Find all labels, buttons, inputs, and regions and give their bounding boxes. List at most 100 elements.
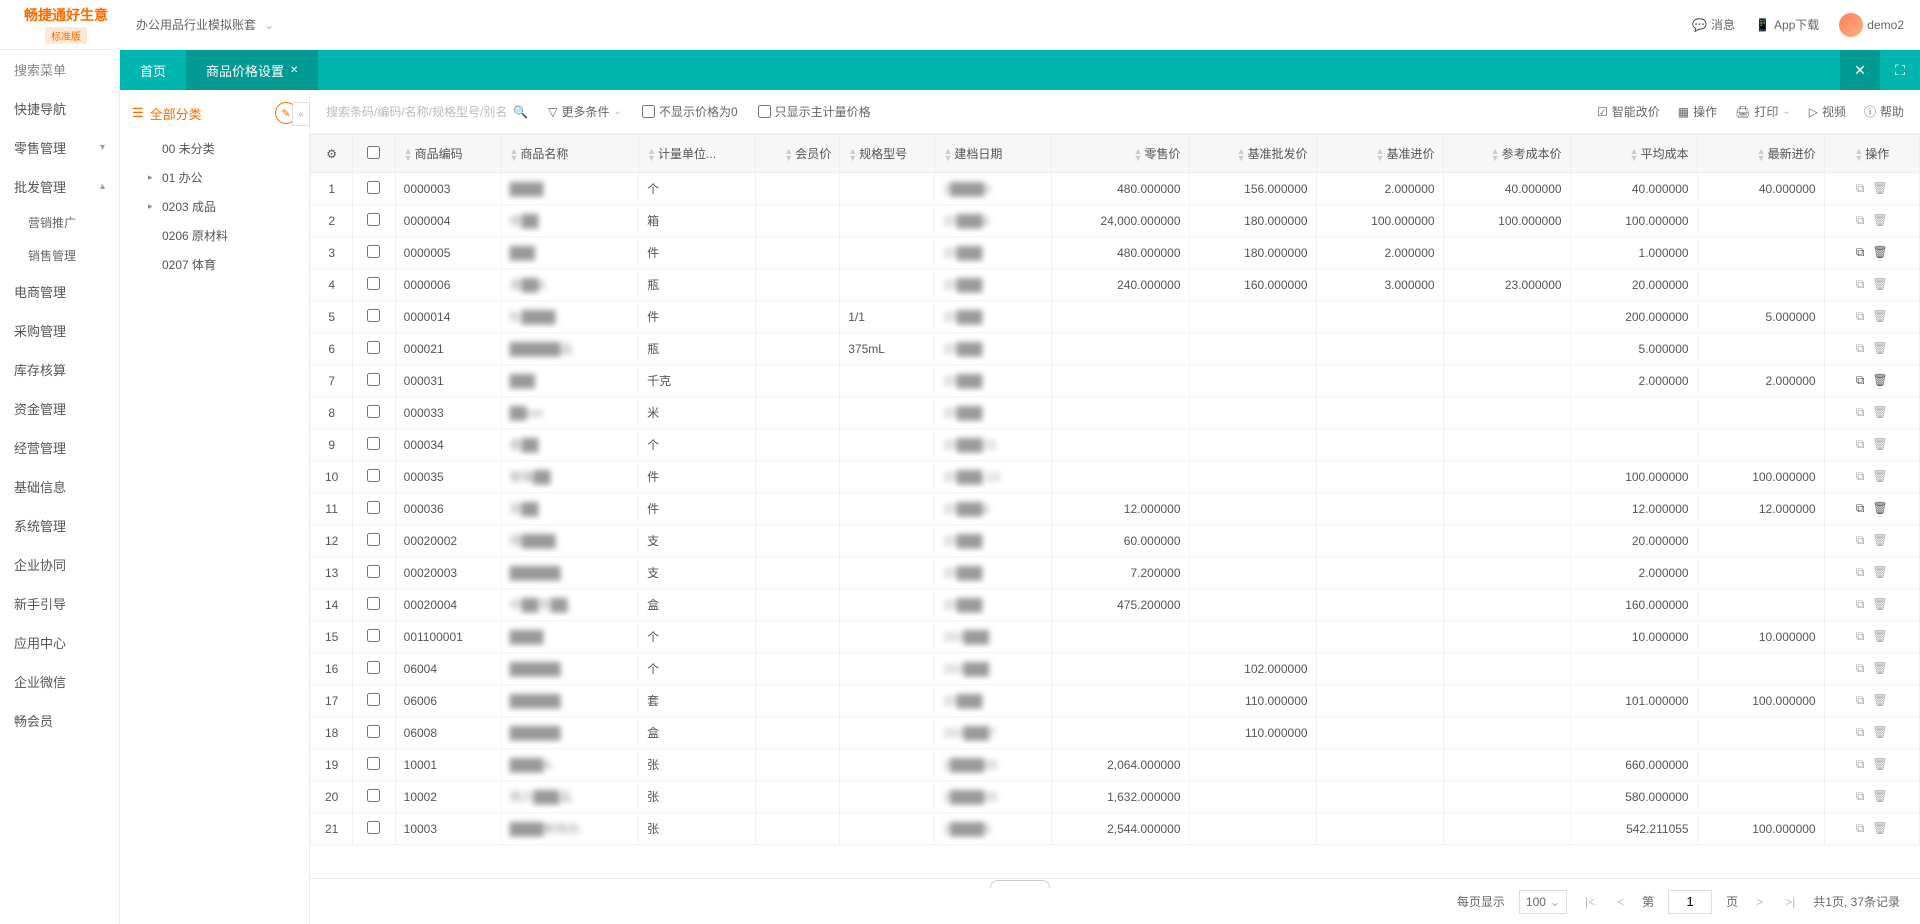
table-wrap[interactable]: ⚙▲▼商品编码▲▼商品名称▲▼计量单位...▲▼会员价▲▼规格型号▲▼建档日期▲… — [310, 134, 1920, 878]
collapse-tree-button[interactable]: « — [292, 102, 310, 126]
table-row[interactable]: 50000014杜████件1/120███200.0000005.000000… — [311, 301, 1920, 333]
delete-icon[interactable]: 🗑 — [1872, 181, 1887, 196]
table-row[interactable]: 7000031███千克20███2.0000002.000000⧉🗑 — [311, 365, 1920, 397]
column-header[interactable]: ▲▼基准进价 — [1316, 135, 1443, 173]
delete-icon[interactable]: 🗑 — [1872, 725, 1887, 740]
close-icon[interactable]: ✕ — [290, 65, 298, 76]
table-row[interactable]: 6000021██████品瓶375mL20███5.000000⧉🗑 — [311, 333, 1920, 365]
page-input[interactable] — [1668, 890, 1712, 914]
delete-icon[interactable]: 🗑 — [1872, 693, 1887, 708]
row-actions[interactable]: ⧉🗑 — [1833, 789, 1911, 804]
copy-icon[interactable]: ⧉ — [1856, 661, 1865, 676]
tree-item[interactable]: 0206 原材料 — [120, 221, 309, 250]
table-row[interactable]: 11000036测██件20███812.00000012.00000012.0… — [311, 493, 1920, 525]
copy-icon[interactable]: ⧉ — [1856, 213, 1865, 228]
delete-icon[interactable]: 🗑 — [1872, 565, 1887, 580]
drawer-handle[interactable] — [990, 880, 1050, 888]
row-actions[interactable]: ⧉🗑 — [1833, 437, 1911, 452]
user-menu[interactable]: demo2 — [1839, 13, 1904, 37]
smart-price-button[interactable]: ☑智能改价 — [1597, 103, 1660, 120]
delete-icon[interactable]: 🗑 — [1872, 597, 1887, 612]
table-row[interactable]: 9000034奥██个20███23⧉🗑 — [311, 429, 1920, 461]
row-checkbox[interactable] — [367, 437, 380, 450]
copy-icon[interactable]: ⧉ — [1856, 757, 1865, 772]
sidebar-sub-item[interactable]: 营销推广 — [0, 206, 119, 239]
close-all-button[interactable]: ✕ — [1840, 50, 1880, 90]
row-checkbox[interactable] — [367, 597, 380, 610]
delete-icon[interactable]: 🗑 — [1872, 629, 1887, 644]
column-header[interactable]: ▲▼零售价 — [1051, 135, 1189, 173]
row-checkbox[interactable] — [367, 405, 380, 418]
table-row[interactable]: 1400020004中██写██.盒20███475.200000160.000… — [311, 589, 1920, 621]
sidebar-sub-item[interactable]: 销售管理 — [0, 239, 119, 272]
messages-button[interactable]: 💬消息 — [1692, 16, 1735, 33]
copy-icon[interactable]: ⧉ — [1856, 181, 1865, 196]
delete-icon[interactable]: 🗑 — [1872, 757, 1887, 772]
delete-icon[interactable]: 🗑 — [1872, 309, 1887, 324]
delete-icon[interactable]: 🗑 — [1872, 437, 1887, 452]
sidebar-item[interactable]: 企业协同 — [0, 545, 119, 584]
tree-item[interactable]: 0207 体育 — [120, 250, 309, 279]
sidebar-item[interactable]: 系统管理 — [0, 506, 119, 545]
row-actions[interactable]: ⧉🗑 — [1833, 245, 1911, 260]
delete-icon[interactable]: 🗑 — [1872, 341, 1887, 356]
row-actions[interactable]: ⧉🗑 — [1833, 693, 1911, 708]
print-button[interactable]: 🖨打印⌄ — [1735, 103, 1791, 120]
delete-icon[interactable]: 🗑 — [1872, 501, 1887, 516]
column-header[interactable]: ▲▼计量单位... — [639, 135, 755, 173]
row-actions[interactable]: ⧉🗑 — [1833, 373, 1911, 388]
delete-icon[interactable]: 🗑 — [1872, 405, 1887, 420]
table-row[interactable]: 1200020002得████.支20███60.00000020.000000… — [311, 525, 1920, 557]
sidebar-item[interactable]: 资金管理 — [0, 389, 119, 428]
row-checkbox[interactable] — [367, 469, 380, 482]
next-page-button[interactable]: > — [1752, 895, 1767, 909]
column-header[interactable]: ▲▼平均成本 — [1570, 135, 1697, 173]
help-button[interactable]: ⓘ帮助 — [1864, 103, 1904, 120]
row-checkbox[interactable] — [367, 661, 380, 674]
row-actions[interactable]: ⧉🗑 — [1833, 277, 1911, 292]
sidebar-item[interactable]: 畅会员 — [0, 701, 119, 740]
delete-icon[interactable]: 🗑 — [1872, 245, 1887, 260]
sidebar-item[interactable]: 新手引导 — [0, 584, 119, 623]
row-checkbox[interactable] — [367, 181, 380, 194]
column-header[interactable]: ▲▼最新进价 — [1697, 135, 1824, 173]
copy-icon[interactable]: ⧉ — [1856, 277, 1865, 292]
copy-icon[interactable]: ⧉ — [1856, 373, 1865, 388]
tab-price-settings[interactable]: 商品价格设置 ✕ — [186, 50, 318, 90]
row-checkbox[interactable] — [367, 277, 380, 290]
tab-home[interactable]: 首页 — [120, 50, 186, 90]
column-header[interactable] — [353, 135, 395, 173]
row-actions[interactable]: ⧉🗑 — [1833, 597, 1911, 612]
table-row[interactable]: 2010002扬力███品.张2████051,632.000000580.00… — [311, 781, 1920, 813]
sidebar-item[interactable]: 采购管理 — [0, 311, 119, 350]
row-actions[interactable]: ⧉🗑 — [1833, 405, 1911, 420]
copy-icon[interactable]: ⧉ — [1856, 693, 1865, 708]
table-row[interactable]: 1706006██████.套20███110.000000101.000000… — [311, 685, 1920, 717]
row-actions[interactable]: ⧉🗑 — [1833, 661, 1911, 676]
row-checkbox[interactable] — [367, 341, 380, 354]
delete-icon[interactable]: 🗑 — [1872, 213, 1887, 228]
row-checkbox[interactable] — [367, 501, 380, 514]
copy-icon[interactable]: ⧉ — [1856, 405, 1865, 420]
table-row[interactable]: 40000006液██K瓶20███240.000000160.0000003.… — [311, 269, 1920, 301]
sidebar-item[interactable]: 零售管理▾ — [0, 128, 119, 167]
row-actions[interactable]: ⧉🗑 — [1833, 725, 1911, 740]
row-checkbox[interactable] — [367, 821, 380, 834]
row-checkbox[interactable] — [367, 789, 380, 802]
sidebar-item[interactable]: 批发管理▴ — [0, 167, 119, 206]
table-row[interactable]: 30000005███件20███480.000000180.0000002.0… — [311, 237, 1920, 269]
delete-icon[interactable]: 🗑 — [1872, 821, 1887, 836]
row-checkbox[interactable] — [367, 565, 380, 578]
delete-icon[interactable]: 🗑 — [1872, 373, 1887, 388]
sidebar-item[interactable]: 电商管理 — [0, 272, 119, 311]
copy-icon[interactable]: ⧉ — [1856, 789, 1865, 804]
copy-icon[interactable]: ⧉ — [1856, 629, 1865, 644]
row-checkbox[interactable] — [367, 213, 380, 226]
sidebar-item[interactable]: 企业微信 — [0, 662, 119, 701]
delete-icon[interactable]: 🗑 — [1872, 661, 1887, 676]
delete-icon[interactable]: 🗑 — [1872, 469, 1887, 484]
sidebar-item[interactable]: 库存核算 — [0, 350, 119, 389]
row-actions[interactable]: ⧉🗑 — [1833, 501, 1911, 516]
table-row[interactable]: 1300020003██████.支20███7.2000002.000000⧉… — [311, 557, 1920, 589]
column-header[interactable]: ▲▼会员价 — [755, 135, 840, 173]
